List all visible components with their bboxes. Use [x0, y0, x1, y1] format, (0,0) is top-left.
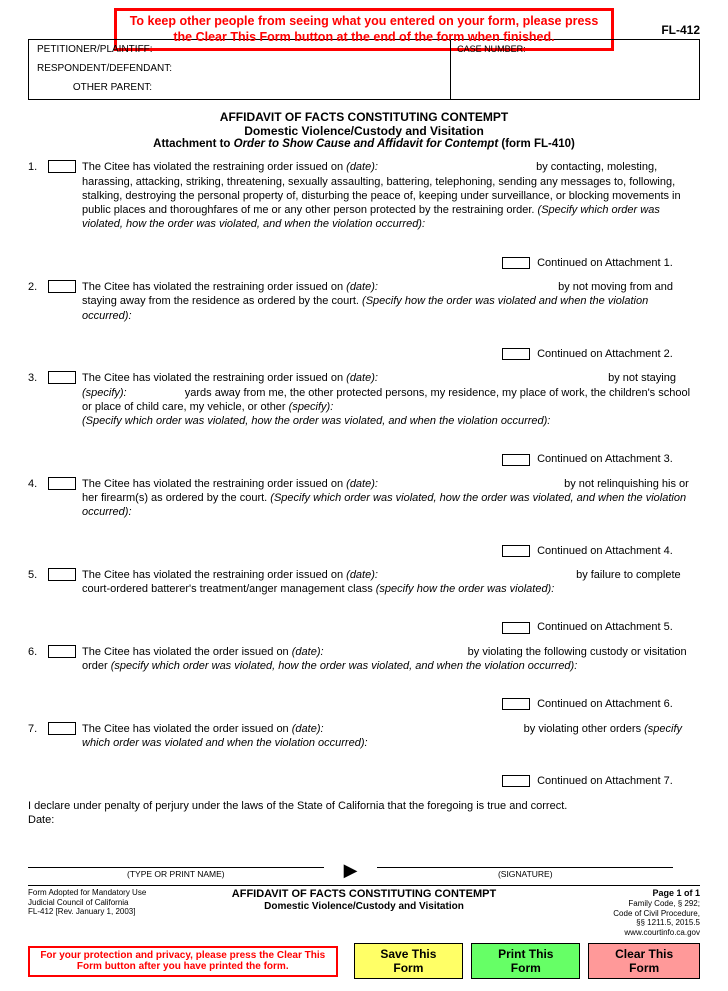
item-number: 2.	[28, 280, 48, 365]
item-number: 3.	[28, 371, 48, 470]
caption-right: CASE NUMBER:	[451, 40, 699, 99]
item-7-checkbox[interactable]	[48, 722, 76, 735]
item-number: 5.	[28, 568, 48, 639]
attachment-2-checkbox[interactable]	[502, 348, 530, 360]
attachment-6-checkbox[interactable]	[502, 698, 530, 710]
footer-right: Page 1 of 1 Family Code, § 292; Code of …	[519, 888, 700, 937]
save-form-button[interactable]: Save This Form	[354, 943, 464, 979]
item-3: 3. The Citee has violated the restrainin…	[28, 371, 700, 470]
attachment-4-checkbox[interactable]	[502, 545, 530, 557]
attachment-5-line: Continued on Attachment 5.	[82, 620, 700, 634]
item-5: 5. The Citee has violated the restrainin…	[28, 568, 700, 639]
item-4-checkbox[interactable]	[48, 477, 76, 490]
item-1-checkbox[interactable]	[48, 160, 76, 173]
item-3-body: The Citee has violated the restraining o…	[82, 371, 700, 470]
attachment-4-line: Continued on Attachment 4.	[82, 544, 700, 558]
caption-box: PETITIONER/PLAINTIFF: RESPONDENT/DEFENDA…	[28, 39, 700, 100]
item-1-body: The Citee has violated the restraining o…	[82, 160, 700, 274]
footer-center: AFFIDAVIT OF FACTS CONSTITUTING CONTEMPT…	[209, 888, 518, 937]
item-5-checkbox[interactable]	[48, 568, 76, 581]
footer: Form Adopted for Mandatory Use Judicial …	[28, 888, 700, 937]
date-label: Date:	[28, 814, 54, 826]
title-block: AFFIDAVIT OF FACTS CONSTITUTING CONTEMPT…	[28, 110, 700, 150]
print-form-button[interactable]: Print This Form	[471, 943, 580, 979]
footer-left: Form Adopted for Mandatory Use Judicial …	[28, 888, 209, 937]
footer-divider	[28, 885, 700, 886]
item-1: 1. The Citee has violated the restrainin…	[28, 160, 700, 274]
item-2-checkbox[interactable]	[48, 280, 76, 293]
attachment-2-line: Continued on Attachment 2.	[82, 347, 700, 361]
item-number: 6.	[28, 645, 48, 716]
signature-line: (SIGNATURE)	[377, 867, 673, 879]
attachment-3-line: Continued on Attachment 3.	[82, 452, 700, 466]
attachment-1-checkbox[interactable]	[502, 257, 530, 269]
attachment-6-line: Continued on Attachment 6.	[82, 697, 700, 711]
item-2-body: The Citee has violated the restraining o…	[82, 280, 700, 365]
caption-left: PETITIONER/PLAINTIFF: RESPONDENT/DEFENDA…	[29, 40, 451, 99]
item-5-body: The Citee has violated the restraining o…	[82, 568, 700, 639]
signature-arrow-icon: ▶	[324, 865, 378, 879]
respondent-label: RESPONDENT/DEFENDANT:	[37, 63, 442, 74]
title-line-3: Attachment to Order to Show Cause and Af…	[28, 138, 700, 150]
item-number: 7.	[28, 722, 48, 793]
attachment-3-checkbox[interactable]	[502, 454, 530, 466]
item-6: 6. The Citee has violated the order issu…	[28, 645, 700, 716]
item-7: 7. The Citee has violated the order issu…	[28, 722, 700, 793]
other-parent-label: OTHER PARENT:	[37, 82, 442, 93]
item-number: 1.	[28, 160, 48, 274]
item-2: 2. The Citee has violated the restrainin…	[28, 280, 700, 365]
title-line-2: Domestic Violence/Custody and Visitation	[28, 124, 700, 138]
clear-form-button[interactable]: Clear This Form	[588, 943, 700, 979]
item-7-body: The Citee has violated the order issued …	[82, 722, 700, 793]
attachment-7-checkbox[interactable]	[502, 775, 530, 787]
item-number: 4.	[28, 477, 48, 562]
item-4: 4. The Citee has violated the restrainin…	[28, 477, 700, 562]
privacy-banner: For your protection and privacy, please …	[28, 946, 338, 977]
case-number-label: CASE NUMBER:	[457, 44, 526, 54]
item-6-checkbox[interactable]	[48, 645, 76, 658]
attachment-1-line: Continued on Attachment 1.	[82, 256, 700, 270]
declaration-text: I declare under penalty of perjury under…	[28, 799, 700, 828]
signature-name-line: (TYPE OR PRINT NAME)	[28, 867, 324, 879]
petitioner-label: PETITIONER/PLAINTIFF:	[37, 44, 442, 55]
items-list: 1. The Citee has violated the restrainin…	[28, 160, 700, 792]
item-6-body: The Citee has violated the order issued …	[82, 645, 700, 716]
item-3-checkbox[interactable]	[48, 371, 76, 384]
item-4-body: The Citee has violated the restraining o…	[82, 477, 700, 562]
attachment-7-line: Continued on Attachment 7.	[82, 774, 700, 788]
signature-row: (TYPE OR PRINT NAME) ▶ (SIGNATURE)	[28, 865, 700, 879]
attachment-5-checkbox[interactable]	[502, 622, 530, 634]
title-line-1: AFFIDAVIT OF FACTS CONSTITUTING CONTEMPT	[28, 110, 700, 124]
bottom-action-row: For your protection and privacy, please …	[28, 943, 700, 979]
